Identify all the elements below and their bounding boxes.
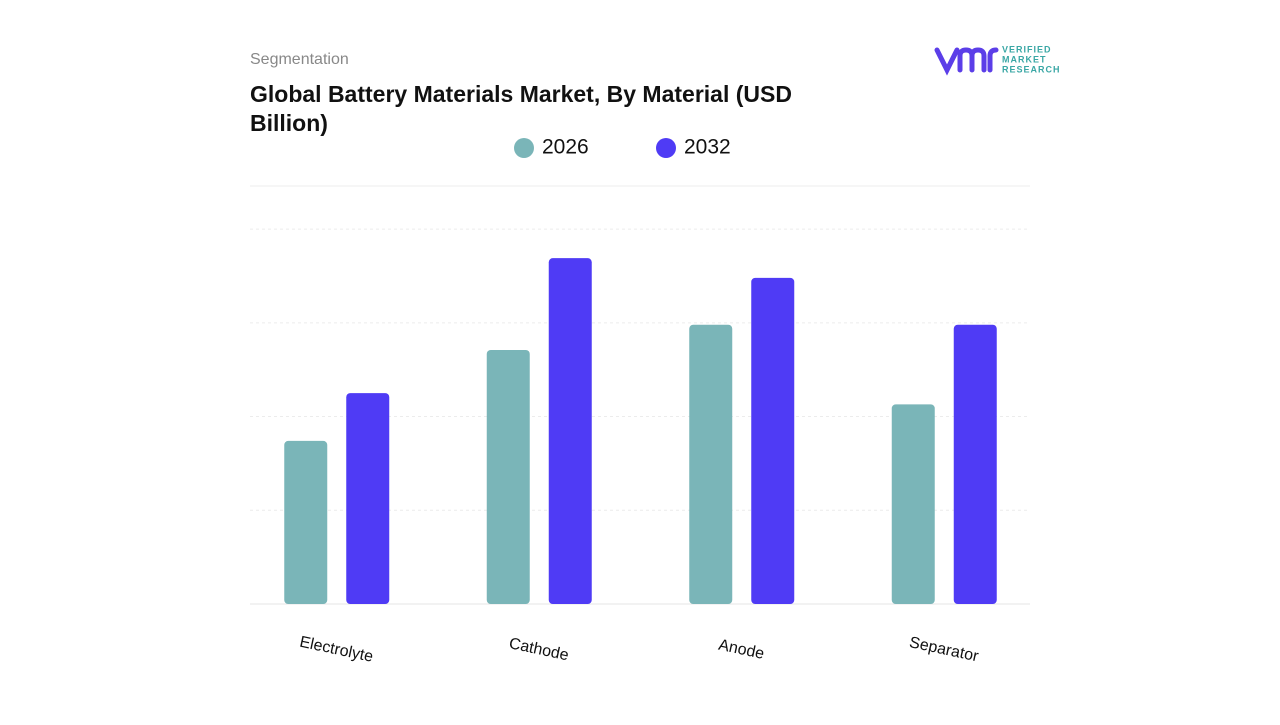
chart-title: Global Battery Materials Market, By Mate… <box>250 81 792 136</box>
x-tick-label: Electrolyte <box>298 634 375 666</box>
x-tick-label: Separator <box>908 634 981 665</box>
bar <box>953 324 997 604</box>
x-tick-label: Anode <box>717 637 766 663</box>
bar <box>751 277 795 604</box>
legend-label: 2032 <box>684 136 731 159</box>
bar <box>486 350 530 604</box>
bar <box>689 324 733 604</box>
logo-text: VERIFIED <box>1002 44 1052 54</box>
x-tick-label: Cathode <box>507 635 570 664</box>
title-box: Global Battery Materials Market, By Mate… <box>250 81 792 136</box>
bar <box>284 440 328 604</box>
logo: VERIFIED MARKET RESEARCH <box>934 44 1061 76</box>
segment-label: Segmentation <box>250 51 349 68</box>
bar <box>346 393 390 604</box>
bar <box>891 404 935 604</box>
logo-text: MARKET <box>1002 54 1047 64</box>
logo-text: RESEARCH <box>1002 64 1061 74</box>
legend-label: 2026 <box>542 136 589 159</box>
logo-mark <box>934 47 999 76</box>
legend-swatch <box>514 138 534 158</box>
legend-swatch <box>656 138 676 158</box>
bar <box>548 258 592 604</box>
